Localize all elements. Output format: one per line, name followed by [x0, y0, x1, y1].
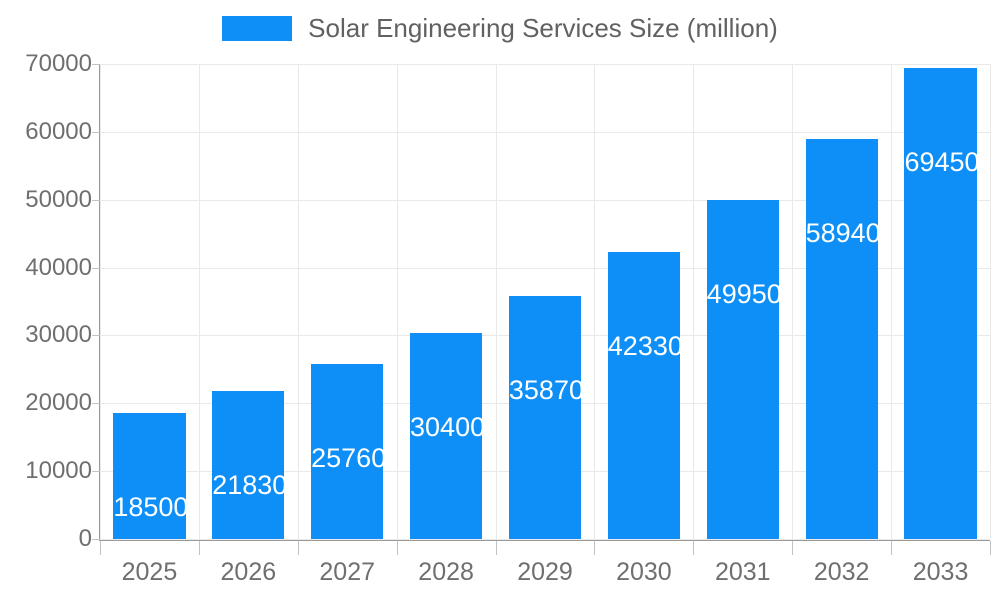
y-axis-tick-mark	[92, 199, 100, 201]
y-axis-tick-mark	[92, 267, 100, 269]
x-axis-tick-mark	[990, 541, 991, 555]
y-axis-tick-mark	[92, 403, 100, 405]
bar[interactable]	[706, 200, 779, 539]
x-axis-tick-mark	[397, 541, 398, 555]
gridline-horizontal	[100, 131, 990, 133]
y-axis-tick-mark	[92, 471, 100, 473]
chart-legend: Solar Engineering Services Size (million…	[0, 8, 1000, 48]
y-axis-tick-mark	[92, 335, 100, 337]
bar-value-label: 42330	[607, 330, 683, 361]
x-axis-tick-mark	[298, 541, 299, 555]
gridline-vertical	[397, 64, 398, 539]
bar-value-label: 58940	[805, 218, 881, 249]
x-axis-tick-mark	[594, 541, 595, 555]
x-axis-tick-label: 2028	[418, 558, 474, 586]
x-axis-tick-label: 2026	[220, 558, 277, 586]
bar[interactable]	[508, 295, 582, 539]
bar[interactable]	[410, 332, 483, 539]
gridline-vertical	[792, 64, 793, 539]
y-axis-tick-mark	[92, 64, 100, 65]
y-axis-tick-label: 20000	[25, 389, 92, 417]
bar-group: 21830	[212, 64, 288, 539]
bar-group: 42330	[607, 64, 683, 539]
gridline-horizontal	[100, 199, 990, 201]
bar[interactable]	[805, 139, 878, 539]
x-axis-tick-mark	[792, 541, 793, 555]
x-axis-tick-label: 2029	[517, 558, 573, 586]
legend-item-solar-engineering[interactable]: Solar Engineering Services Size (million…	[222, 15, 778, 41]
y-axis-tick-label: 40000	[25, 253, 92, 281]
x-axis-tick-label: 2030	[616, 558, 672, 586]
gridline-horizontal	[100, 64, 990, 65]
gridline-horizontal	[100, 267, 990, 269]
x-axis-line	[99, 539, 990, 541]
y-axis-tick-label: 70000	[25, 50, 92, 77]
bar-value-label: 25760	[311, 443, 387, 474]
gridline-vertical	[496, 64, 497, 539]
x-axis-tick-mark	[496, 541, 497, 555]
gridline-horizontal	[100, 539, 990, 540]
gridline-vertical	[100, 64, 101, 539]
gridline-vertical	[298, 64, 299, 539]
x-axis-tick-label: 2031	[714, 558, 771, 586]
bar-group: 69450	[904, 64, 980, 539]
bar-group: 35870	[508, 64, 584, 539]
y-axis-tick-label: 30000	[25, 321, 92, 349]
y-axis-tick-mark	[92, 131, 100, 133]
gridline-vertical	[594, 64, 595, 539]
bar-group: 18500	[113, 64, 189, 539]
gridline-vertical	[891, 64, 892, 539]
x-axis-tick-mark	[891, 541, 892, 555]
bar-value-label: 49950	[706, 279, 782, 310]
legend-item-label: Solar Engineering Services Size (million…	[308, 13, 778, 43]
gridline-vertical	[199, 64, 200, 539]
bar-value-label: 18500	[113, 492, 189, 523]
y-axis-tick-label: 10000	[25, 457, 92, 485]
bar[interactable]	[113, 413, 186, 539]
x-axis-tick-label: 2027	[319, 558, 376, 586]
x-axis-tick-mark	[100, 541, 101, 555]
bar-value-label: 30400	[410, 411, 486, 442]
x-axis-tick-mark	[199, 541, 200, 555]
bar-group: 49950	[706, 64, 782, 539]
plot-area: 18500 21830 25760 30400 35870 42330 49950 58940…	[100, 64, 991, 540]
bar-group: 30400	[410, 64, 486, 539]
x-axis-tick-label: 2033	[912, 558, 969, 586]
bar-group: 25760	[311, 64, 387, 539]
bar[interactable]	[311, 364, 384, 539]
bar[interactable]	[904, 67, 977, 539]
gridline-vertical	[693, 64, 694, 539]
gridline-vertical	[990, 64, 991, 539]
x-axis-tick-label: 2032	[813, 558, 870, 586]
x-axis-tick-mark	[693, 541, 694, 555]
y-axis-tick-mark	[92, 539, 100, 540]
bar-value-label: 21830	[212, 469, 288, 500]
bar-group: 58940	[805, 64, 881, 539]
bar[interactable]	[212, 390, 285, 539]
bar[interactable]	[607, 251, 680, 539]
y-axis-tick-label: 60000	[25, 117, 92, 145]
y-axis-tick-label: 50000	[25, 185, 92, 213]
bar-value-label: 69450	[904, 146, 980, 177]
bar-value-label: 35870	[508, 374, 584, 405]
y-axis-tick-label: 0	[78, 525, 92, 552]
x-axis-tick-label: 2025	[121, 558, 178, 586]
legend-color-swatch-icon	[222, 15, 293, 41]
